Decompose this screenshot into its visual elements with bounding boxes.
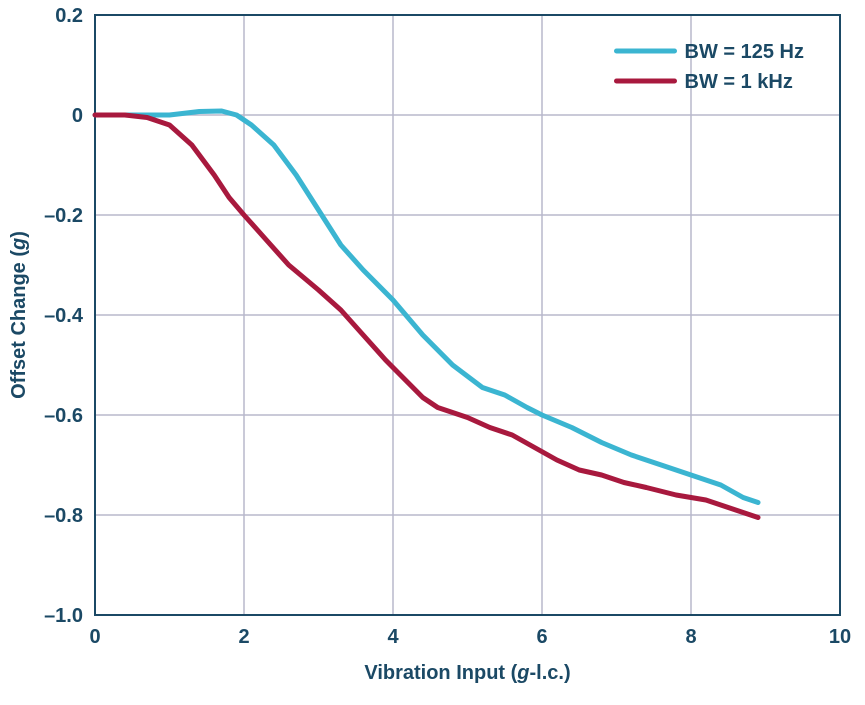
y-axis-label: Offset Change (g) <box>8 231 30 399</box>
x-tick-label: 2 <box>238 626 249 648</box>
y-tick-label: –1.0 <box>44 605 83 627</box>
chart-container: 0 2 4 6 8 10 –1.0 –0.8 –0.6 –0.4 –0.2 0 0.2 Vibration… <box>0 0 865 705</box>
x-tick-label: 10 <box>829 626 851 648</box>
legend-label: BW = 125 Hz <box>685 41 804 63</box>
x-tick-label: 8 <box>685 626 696 648</box>
y-tick-label: –0.8 <box>44 505 83 527</box>
y-tick-label: –0.2 <box>44 205 83 227</box>
x-axis-label: Vibration Input (g-l.c.) <box>364 662 570 684</box>
legend-label: BW = 1 kHz <box>685 71 793 93</box>
y-tick-label: 0.2 <box>55 5 83 27</box>
y-tick-label: 0 <box>72 105 83 127</box>
x-tick-label: 0 <box>89 626 100 648</box>
x-tick-label: 4 <box>387 626 399 648</box>
offset-vs-vibration-chart: 0 2 4 6 8 10 –1.0 –0.8 –0.6 –0.4 –0.2 0 0.2 Vibration… <box>0 0 865 705</box>
y-tick-label: –0.6 <box>44 405 83 427</box>
x-tick-label: 6 <box>536 626 547 648</box>
y-tick-label: –0.4 <box>44 305 84 327</box>
